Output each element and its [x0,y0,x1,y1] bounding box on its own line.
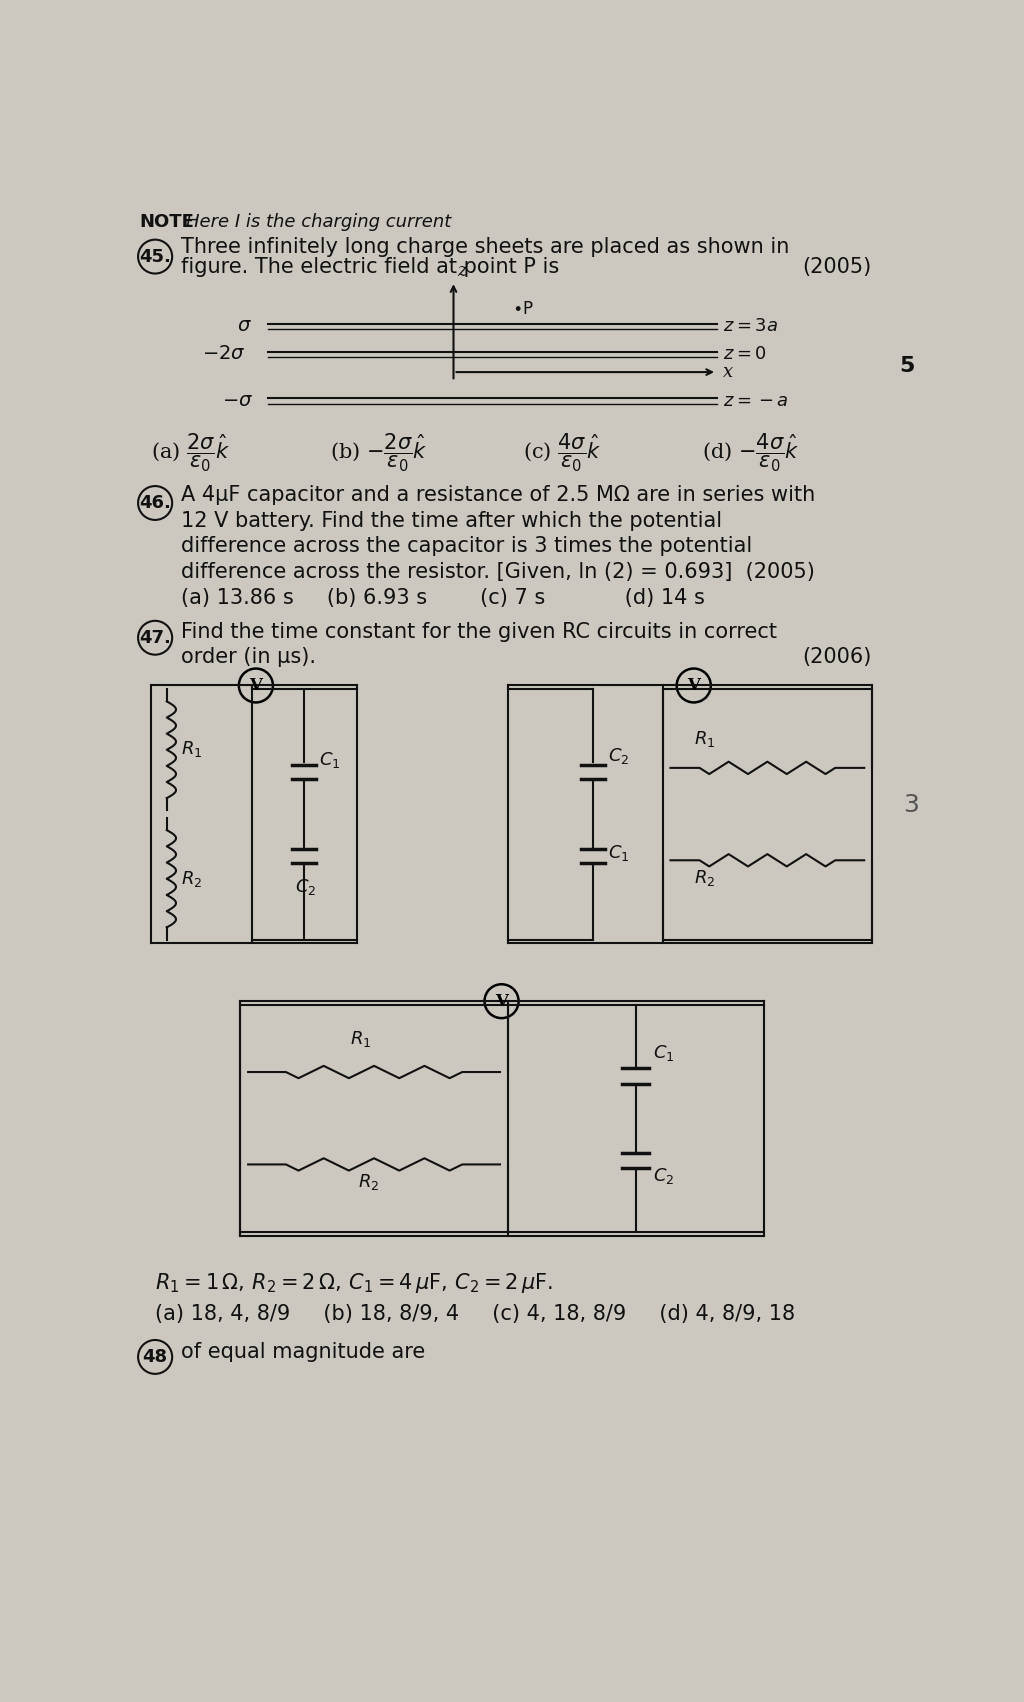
Text: 3: 3 [903,793,919,817]
Text: of equal magnitude are: of equal magnitude are [180,1343,425,1362]
Text: $C_2$: $C_2$ [608,747,630,766]
Text: (a) 18, 4, 8/9     (b) 18, 8/9, 4     (c) 4, 18, 8/9     (d) 4, 8/9, 18: (a) 18, 4, 8/9 (b) 18, 8/9, 4 (c) 4, 18,… [155,1304,796,1324]
Text: NOTE: NOTE [139,213,195,231]
Text: (2006): (2006) [802,647,871,667]
Text: Find the time constant for the given RC circuits in correct: Find the time constant for the given RC … [180,621,776,642]
Text: 12 V battery. Find the time after which the potential: 12 V battery. Find the time after which … [180,511,722,531]
Text: (b) $-\dfrac{2\sigma}{\varepsilon_0}\hat{k}$: (b) $-\dfrac{2\sigma}{\varepsilon_0}\hat… [330,431,427,473]
Text: $\sigma$: $\sigma$ [238,317,252,335]
Text: (2005): (2005) [802,257,871,277]
Text: $z = 3a$: $z = 3a$ [723,317,778,335]
Text: (d) $-\dfrac{4\sigma}{\varepsilon_0}\hat{k}$: (d) $-\dfrac{4\sigma}{\varepsilon_0}\hat… [701,431,799,473]
Text: $R_1 = 1\,\Omega,\, R_2 = 2\,\Omega,\, C_1 = 4\,\mu\mathrm{F},\, C_2 = 2\,\mu\ma: $R_1 = 1\,\Omega,\, R_2 = 2\,\Omega,\, C… [155,1271,553,1295]
Text: (a) 13.86 s     (b) 6.93 s        (c) 7 s            (d) 14 s: (a) 13.86 s (b) 6.93 s (c) 7 s (d) 14 s [180,587,705,608]
Text: $C_2$: $C_2$ [295,877,316,897]
Text: $z = 0$: $z = 0$ [723,346,767,364]
Text: Here I is the charging current: Here I is the charging current [186,213,452,231]
Text: $-2\sigma$: $-2\sigma$ [202,346,246,364]
Text: (c) $\dfrac{4\sigma}{\varepsilon_0}\hat{k}$: (c) $\dfrac{4\sigma}{\varepsilon_0}\hat{… [523,431,602,473]
Text: figure. The electric field at point P is: figure. The electric field at point P is [180,257,559,277]
Text: $R_1$: $R_1$ [350,1030,372,1048]
Text: 5: 5 [899,356,914,376]
Text: $R_2$: $R_2$ [693,868,715,888]
Text: A 4μF capacitor and a resistance of 2.5 MΩ are in series with: A 4μF capacitor and a resistance of 2.5 … [180,485,815,505]
Text: (a) $\dfrac{2\sigma}{\varepsilon_0}\hat{k}$: (a) $\dfrac{2\sigma}{\varepsilon_0}\hat{… [152,431,230,473]
Text: $C_2$: $C_2$ [652,1166,674,1186]
Text: 47.: 47. [139,628,171,647]
Text: z: z [458,262,467,279]
Text: $\bullet$P: $\bullet$P [512,300,534,318]
Text: $z = -a$: $z = -a$ [723,391,788,410]
Text: $-\sigma$: $-\sigma$ [222,391,254,410]
Text: V: V [250,677,262,694]
Text: V: V [687,677,700,694]
Text: $R_2$: $R_2$ [358,1173,380,1191]
Text: $C_1$: $C_1$ [608,842,630,863]
Text: order (in μs).: order (in μs). [180,647,315,667]
Text: Three infinitely long charge sheets are placed as shown in: Three infinitely long charge sheets are … [180,237,790,257]
Text: $C_1$: $C_1$ [652,1043,674,1062]
Text: V: V [496,992,508,1009]
Text: 46.: 46. [139,494,171,512]
Text: $R_2$: $R_2$ [180,868,202,888]
Text: 48: 48 [142,1348,168,1367]
Text: x: x [723,363,733,381]
Text: 45.: 45. [139,247,171,266]
Text: $R_1$: $R_1$ [180,739,202,759]
Text: difference across the capacitor is 3 times the potential: difference across the capacitor is 3 tim… [180,536,752,557]
Text: difference across the resistor. [Given, ln (2) = 0.693]  (2005): difference across the resistor. [Given, … [180,562,814,582]
Text: $R_1$: $R_1$ [693,728,715,749]
Text: $C_1$: $C_1$ [319,751,341,771]
